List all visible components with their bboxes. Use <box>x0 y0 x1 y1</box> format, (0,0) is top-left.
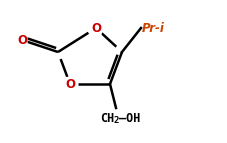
Text: CH: CH <box>100 112 114 125</box>
Text: O: O <box>17 33 27 46</box>
Text: Pr-i: Pr-i <box>142 21 165 34</box>
Text: O: O <box>65 78 75 91</box>
Text: O: O <box>91 21 101 34</box>
Text: 2: 2 <box>114 116 119 125</box>
Text: —OH: —OH <box>119 112 140 125</box>
